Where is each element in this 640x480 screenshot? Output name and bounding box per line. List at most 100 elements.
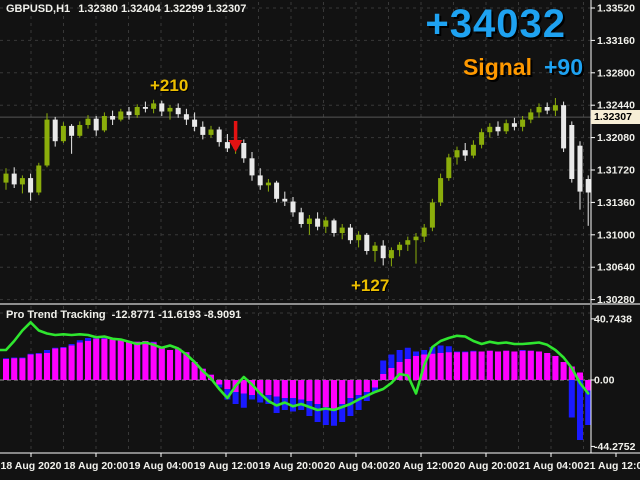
svg-text:18 Aug 2020: 18 Aug 2020	[1, 460, 62, 472]
histogram-bar	[93, 338, 100, 380]
svg-text:1.33160: 1.33160	[597, 35, 635, 47]
candle-body	[585, 179, 591, 193]
panel-separator[interactable]	[0, 303, 640, 305]
candle-body	[151, 103, 157, 109]
histogram-bar	[175, 348, 182, 380]
histogram-bar	[470, 351, 477, 380]
histogram-bar	[396, 362, 403, 380]
indicator-values: -12.8771 -11.6193 -8.9091	[111, 309, 242, 321]
ohlc-header: GBPUSD,H1 1.32380 1.32404 1.32299 1.3230…	[6, 3, 246, 15]
histogram-bar	[495, 351, 501, 380]
indicator-histogram-magenta	[3, 338, 592, 410]
histogram-bar	[536, 351, 542, 380]
histogram-bar	[68, 345, 75, 380]
price-scale[interactable]: 1.33520 1.33160 1.32800 1.32440 1.32080 1.317…	[590, 0, 636, 453]
histogram-bar	[216, 380, 223, 385]
histogram-bar	[224, 380, 231, 400]
candle-body	[446, 157, 452, 179]
candle-body	[331, 220, 337, 233]
candle-body	[380, 245, 386, 259]
sell-arrow-icon	[228, 121, 243, 152]
candle-body	[249, 158, 255, 176]
histogram-bar	[577, 380, 583, 440]
histogram-bar	[273, 380, 280, 397]
histogram-bar	[183, 352, 190, 380]
histogram-bar	[552, 356, 559, 380]
candle-body	[142, 107, 148, 109]
histogram-bar	[314, 380, 321, 404]
histogram-bar	[11, 358, 18, 380]
histogram-bar	[331, 380, 337, 410]
svg-text:1.33520: 1.33520	[597, 3, 635, 15]
candle-body	[159, 103, 165, 112]
histogram-bar	[35, 353, 42, 380]
histogram-bar	[568, 380, 575, 418]
candle-body	[306, 218, 312, 224]
candle-body	[44, 119, 50, 166]
histogram-bar	[445, 352, 452, 380]
candle-body	[544, 107, 550, 111]
candle-body	[413, 236, 419, 241]
histogram-bar	[142, 341, 149, 380]
candle-body	[528, 112, 534, 120]
histogram-bar	[339, 380, 346, 404]
candle-body	[216, 129, 222, 143]
candle-body	[60, 125, 66, 142]
candle-body	[52, 119, 58, 142]
histogram-bar	[560, 362, 567, 380]
histogram-bar	[544, 353, 551, 380]
svg-text:1.31000: 1.31000	[597, 229, 635, 241]
candle-body	[183, 114, 189, 120]
histogram-bar	[355, 380, 362, 395]
histogram-bar	[527, 350, 534, 380]
candle-body	[339, 227, 345, 233]
histogram-bar	[44, 353, 50, 380]
histogram-bar	[585, 380, 592, 391]
candle-body	[421, 227, 427, 237]
candle-body	[282, 198, 288, 202]
candle-body	[19, 178, 25, 185]
indicator-title: Pro Trend Tracking -12.8771 -11.6193 -8.…	[6, 309, 241, 321]
svg-text:1.32440: 1.32440	[597, 100, 635, 112]
histogram-bar	[577, 372, 583, 380]
svg-text:1.31360: 1.31360	[597, 197, 635, 209]
candle-body	[479, 132, 485, 145]
histogram-bar	[126, 341, 132, 380]
candle-body	[265, 182, 271, 186]
candle-body	[175, 107, 181, 115]
histogram-bar	[322, 380, 329, 407]
histogram-bar	[27, 354, 34, 380]
candle-body	[347, 227, 353, 241]
candle-body	[77, 125, 83, 136]
svg-text:1.32800: 1.32800	[597, 67, 635, 79]
candle-body	[561, 105, 567, 149]
histogram-bar	[454, 352, 460, 380]
candle-body	[28, 178, 34, 193]
signal-row: Signal +90	[463, 54, 583, 81]
histogram-bar	[52, 348, 59, 380]
svg-text:20 Aug 12:00: 20 Aug 12:00	[389, 460, 454, 472]
ohlc-values: 1.32380 1.32404 1.32299 1.32307	[78, 3, 247, 15]
candle-body	[126, 111, 132, 116]
candle-body	[290, 201, 296, 213]
histogram-bar	[249, 380, 255, 395]
candle-body	[429, 202, 435, 228]
signal-line	[0, 320, 590, 412]
histogram-bar	[486, 350, 493, 380]
symbol-timeframe: GBPUSD,H1	[6, 3, 71, 15]
candle-body	[298, 212, 304, 224]
candle-body	[110, 116, 116, 120]
time-scale[interactable]: 18 Aug 2020 18 Aug 20:00 19 Aug 04:00 19 Au…	[0, 452, 640, 472]
histogram-bar	[240, 380, 247, 408]
candle-body	[397, 244, 403, 251]
candle-body	[454, 150, 460, 158]
candlestick-layer	[3, 98, 591, 267]
histogram-bar	[347, 380, 354, 398]
candle-body	[487, 126, 493, 133]
candle-body	[405, 240, 411, 245]
histogram-bar	[19, 358, 26, 380]
annotation-plus-127: +127	[351, 276, 390, 295]
indicator-histogram-blue	[3, 337, 592, 440]
candle-body	[200, 126, 206, 135]
